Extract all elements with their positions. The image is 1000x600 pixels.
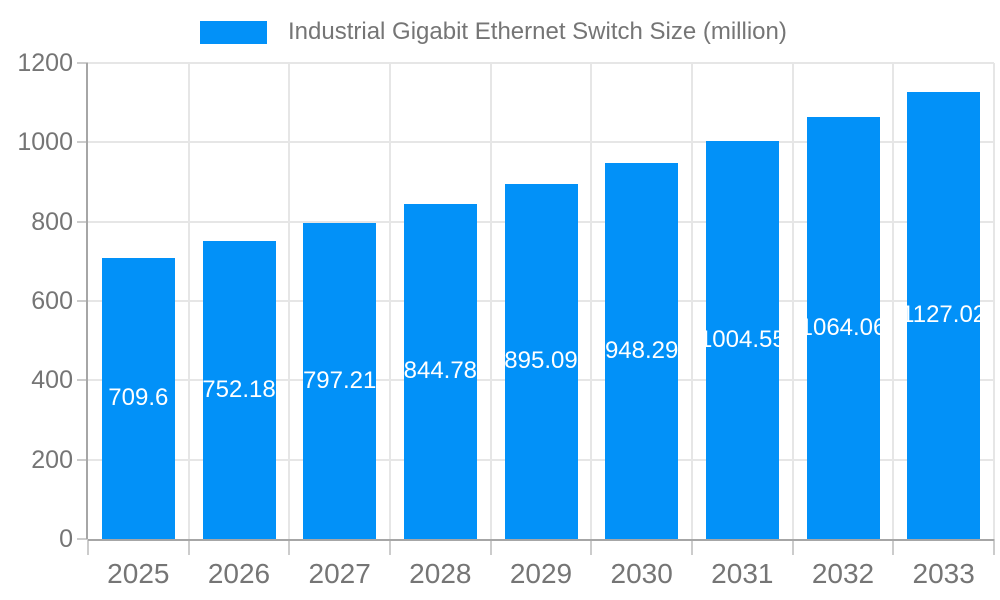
bar-value-label: 1064.06: [799, 313, 887, 341]
y-axis-tick: [77, 62, 88, 64]
x-axis-tick: [590, 539, 593, 555]
legend-swatch: [200, 20, 267, 44]
x-gridline: [389, 63, 391, 539]
x-axis-line: [88, 539, 994, 541]
bar-value-label: 752.18: [202, 375, 276, 403]
bar-2025[interactable]: [101, 257, 175, 539]
y-axis-tick-label: 200: [31, 445, 73, 474]
y-axis-tick-label: 800: [31, 207, 73, 236]
y-axis-tick: [77, 220, 88, 223]
bar-2030[interactable]: [605, 162, 679, 539]
x-axis-tick-label: 2032: [811, 558, 875, 589]
bar-2028[interactable]: [403, 203, 477, 539]
bar-2026[interactable]: [202, 240, 276, 539]
x-gridline: [892, 63, 895, 539]
y-axis-tick: [77, 141, 88, 144]
y-axis-line: [86, 63, 88, 539]
legend-label: Industrial Gigabit Ethernet Switch Size …: [288, 18, 787, 45]
bar-value-label: 844.78: [403, 357, 478, 385]
bar-2031[interactable]: [705, 140, 779, 539]
x-axis-tick-label: 2029: [509, 558, 573, 589]
x-gridline: [590, 63, 593, 539]
x-gridline: [691, 63, 693, 539]
x-axis-tick: [288, 539, 291, 555]
bar-value-label: 895.09: [504, 347, 578, 375]
x-axis-tick-label: 2027: [308, 558, 371, 589]
x-axis-tick: [489, 539, 492, 555]
y-axis-tick-label: 1200: [17, 49, 73, 77]
y-axis-tick-label: 400: [31, 366, 73, 395]
x-axis-tick: [691, 539, 693, 555]
x-axis-tick: [389, 539, 391, 555]
bar-2033[interactable]: [907, 91, 981, 539]
y-axis-tick-label: 1000: [17, 128, 73, 157]
bar-2027[interactable]: [303, 222, 377, 539]
x-gridline: [993, 63, 995, 539]
bar-2032[interactable]: [806, 116, 880, 539]
bar-2029[interactable]: [504, 183, 578, 539]
legend-item: Industrial Gigabit Ethernet Switch Size …: [200, 17, 787, 47]
x-gridline: [288, 63, 291, 539]
x-axis-tick: [892, 539, 895, 555]
x-axis-tick: [993, 539, 995, 555]
x-gridline: [489, 63, 492, 539]
x-axis-tick-label: 2033: [912, 558, 975, 589]
x-gridline: [187, 63, 190, 539]
x-axis-tick-label: 2031: [711, 558, 774, 589]
bar-value-label: 797.21: [302, 366, 377, 394]
bar-value-label: 709.6: [108, 384, 169, 412]
x-axis-tick: [791, 539, 794, 555]
x-axis-tick-label: 2026: [207, 558, 271, 589]
y-axis-tick: [77, 458, 88, 461]
y-gridline: [88, 62, 994, 64]
x-axis-tick: [187, 539, 190, 555]
y-axis-tick: [77, 538, 88, 540]
x-axis-tick: [87, 539, 89, 555]
x-gridline: [791, 63, 794, 539]
x-axis-tick-label: 2028: [409, 558, 472, 589]
y-gridline: [88, 141, 994, 144]
bar-value-label: 1004.55: [698, 325, 786, 353]
y-axis-tick: [77, 379, 88, 382]
bar-value-label: 948.29: [604, 336, 679, 364]
y-axis-tick-label: 600: [31, 287, 73, 315]
y-axis-tick-label: 0: [59, 525, 73, 553]
x-axis-tick-label: 2025: [107, 558, 170, 589]
bar-value-label: 1127.02: [901, 301, 987, 329]
x-axis-tick-label: 2030: [610, 558, 673, 589]
y-axis-tick: [77, 300, 88, 302]
